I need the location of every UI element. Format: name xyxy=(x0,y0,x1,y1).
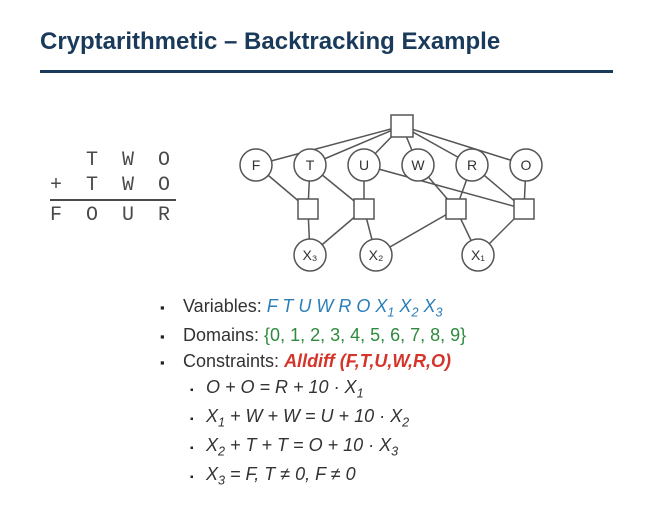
graph-top-square xyxy=(391,115,413,137)
graph-node-label-W: W xyxy=(411,157,425,173)
page-title: Cryptarithmetic – Backtracking Example xyxy=(40,28,613,56)
bullet-list: Variables: F T U W R O X1 X2 X3 Domains:… xyxy=(160,293,613,489)
equation-4: X3 = F, T ≠ 0, F ≠ 0 xyxy=(190,461,613,490)
puzzle-rule xyxy=(50,199,176,201)
graph-square-s3 xyxy=(446,199,466,219)
title-divider xyxy=(40,70,613,73)
bullet-variables: Variables: F T U W R O X1 X2 X3 xyxy=(160,293,613,322)
equation-2: X1 + W + W = U + 10 · X2 xyxy=(190,403,613,432)
puzzle-row-2: + T W O xyxy=(50,173,176,198)
bullet-domains: Domains: {0, 1, 2, 3, 4, 5, 6, 7, 8, 9} xyxy=(160,322,613,348)
domains-label: Domains: xyxy=(183,325,264,345)
domains-value: {0, 1, 2, 3, 4, 5, 6, 7, 8, 9} xyxy=(264,325,466,345)
equation-1: O + O = R + 10 · X1 xyxy=(190,374,613,403)
graph-node-label-O: O xyxy=(521,157,532,173)
equations-list: O + O = R + 10 · X1X1 + W + W = U + 10 ·… xyxy=(190,374,613,489)
equation-3: X2 + T + T = O + 10 · X3 xyxy=(190,432,613,461)
constraint-graph: F T U W R O X₃ X₂ X₁ xyxy=(226,103,556,273)
graph-node-label-X2: X₂ xyxy=(369,247,384,263)
graph-square-s2 xyxy=(354,199,374,219)
upper-section: T W O + T W O F O U R F T U W R O X₃ X₂ X₁ xyxy=(40,103,613,273)
graph-node-label-F: F xyxy=(252,157,261,173)
puzzle-row-1: T W O xyxy=(50,148,176,173)
variables-value: F T U W R O X1 X2 X3 xyxy=(267,296,443,316)
bullet-constraints: Constraints: Alldiff (F,T,U,W,R,O) O + O… xyxy=(160,348,613,489)
graph-node-label-X1: X₁ xyxy=(471,247,485,263)
graph-node-label-R: R xyxy=(467,157,477,173)
graph-square-s4 xyxy=(514,199,534,219)
graph-node-label-U: U xyxy=(359,157,369,173)
puzzle-row-3: F O U R xyxy=(50,203,176,228)
graph-square-s1 xyxy=(298,199,318,219)
variables-label: Variables: xyxy=(183,296,267,316)
graph-node-label-X3: X₃ xyxy=(302,247,317,263)
constraints-value: Alldiff (F,T,U,W,R,O) xyxy=(284,351,451,371)
graph-node-label-T: T xyxy=(306,157,315,173)
constraints-label: Constraints: xyxy=(183,351,284,371)
puzzle-block: T W O + T W O F O U R xyxy=(50,148,176,228)
